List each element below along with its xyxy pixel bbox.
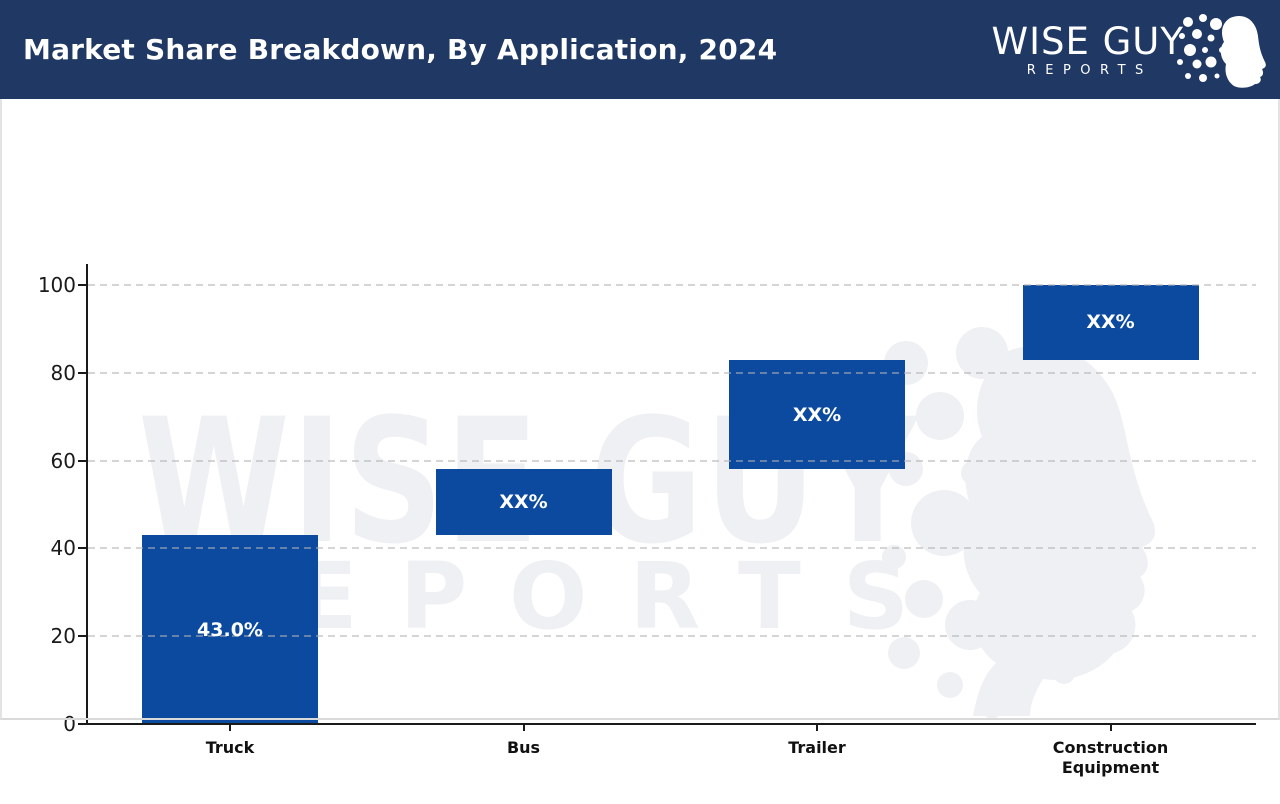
y-tick-label: 60 [50,448,76,473]
x-axis-label-trailer: Trailer [788,738,846,757]
chart-area: WISE GUY REPORTS 0 20 40 60 80 100 43.0% Truck X… [0,99,1280,777]
x-tick-mark [229,725,231,731]
x-tick-mark [522,725,525,731]
bar-value-label: XX% [1086,311,1135,334]
bar-trailer [729,359,905,470]
logo-dotted-face-icon [1177,14,1266,88]
bar-bus [435,469,612,536]
y-tick-mark [78,284,86,286]
y-tick-mark [78,723,86,725]
wise-guy-reports-logo: WISE GUY REPORTS [992,10,1266,90]
gridline [88,547,1256,550]
bar-value-label: 43.0% [197,618,263,641]
gridline [88,284,1256,286]
x-axis-spine [86,723,1256,725]
gridline [88,371,1256,374]
gridline [88,459,1256,462]
logo-wordmark: WISE GUY [991,20,1184,63]
y-tick-mark [78,635,86,638]
y-tick-label: 0 [63,712,76,736]
x-axis-label-bus: Bus [506,738,541,757]
bar-value-label: XX% [499,491,548,514]
x-tick-mark [816,725,818,731]
bar-truck [142,535,318,724]
y-axis-spine [86,264,88,724]
watermark-dotted-face-icon [882,327,1156,719]
y-tick-label: 100 [37,273,76,297]
logo-subtitle: REPORTS [1026,63,1153,78]
x-axis-label-construction-equipment: Construction Equipment [1052,738,1169,777]
chart-title: Market Share Breakdown, By Application, … [23,33,778,66]
gridline [88,635,1256,638]
y-tick-mark [78,371,86,374]
y-tick-mark [78,547,86,550]
y-tick-label: 80 [50,360,76,385]
header-band: Market Share Breakdown, By Application, … [0,0,1280,99]
report-chart-canvas: Market Share Breakdown, By Application, … [0,0,1280,777]
y-tick-mark [78,459,86,462]
bar-value-label: XX% [792,403,842,426]
bar-construction-equipment [1022,285,1199,360]
y-tick-label: 20 [50,624,76,649]
logo-text: WISE GUY REPORTS [991,20,1184,79]
x-axis-label-truck: Truck [205,738,255,757]
x-tick-mark [1109,725,1112,731]
y-tick-label: 40 [50,536,76,561]
